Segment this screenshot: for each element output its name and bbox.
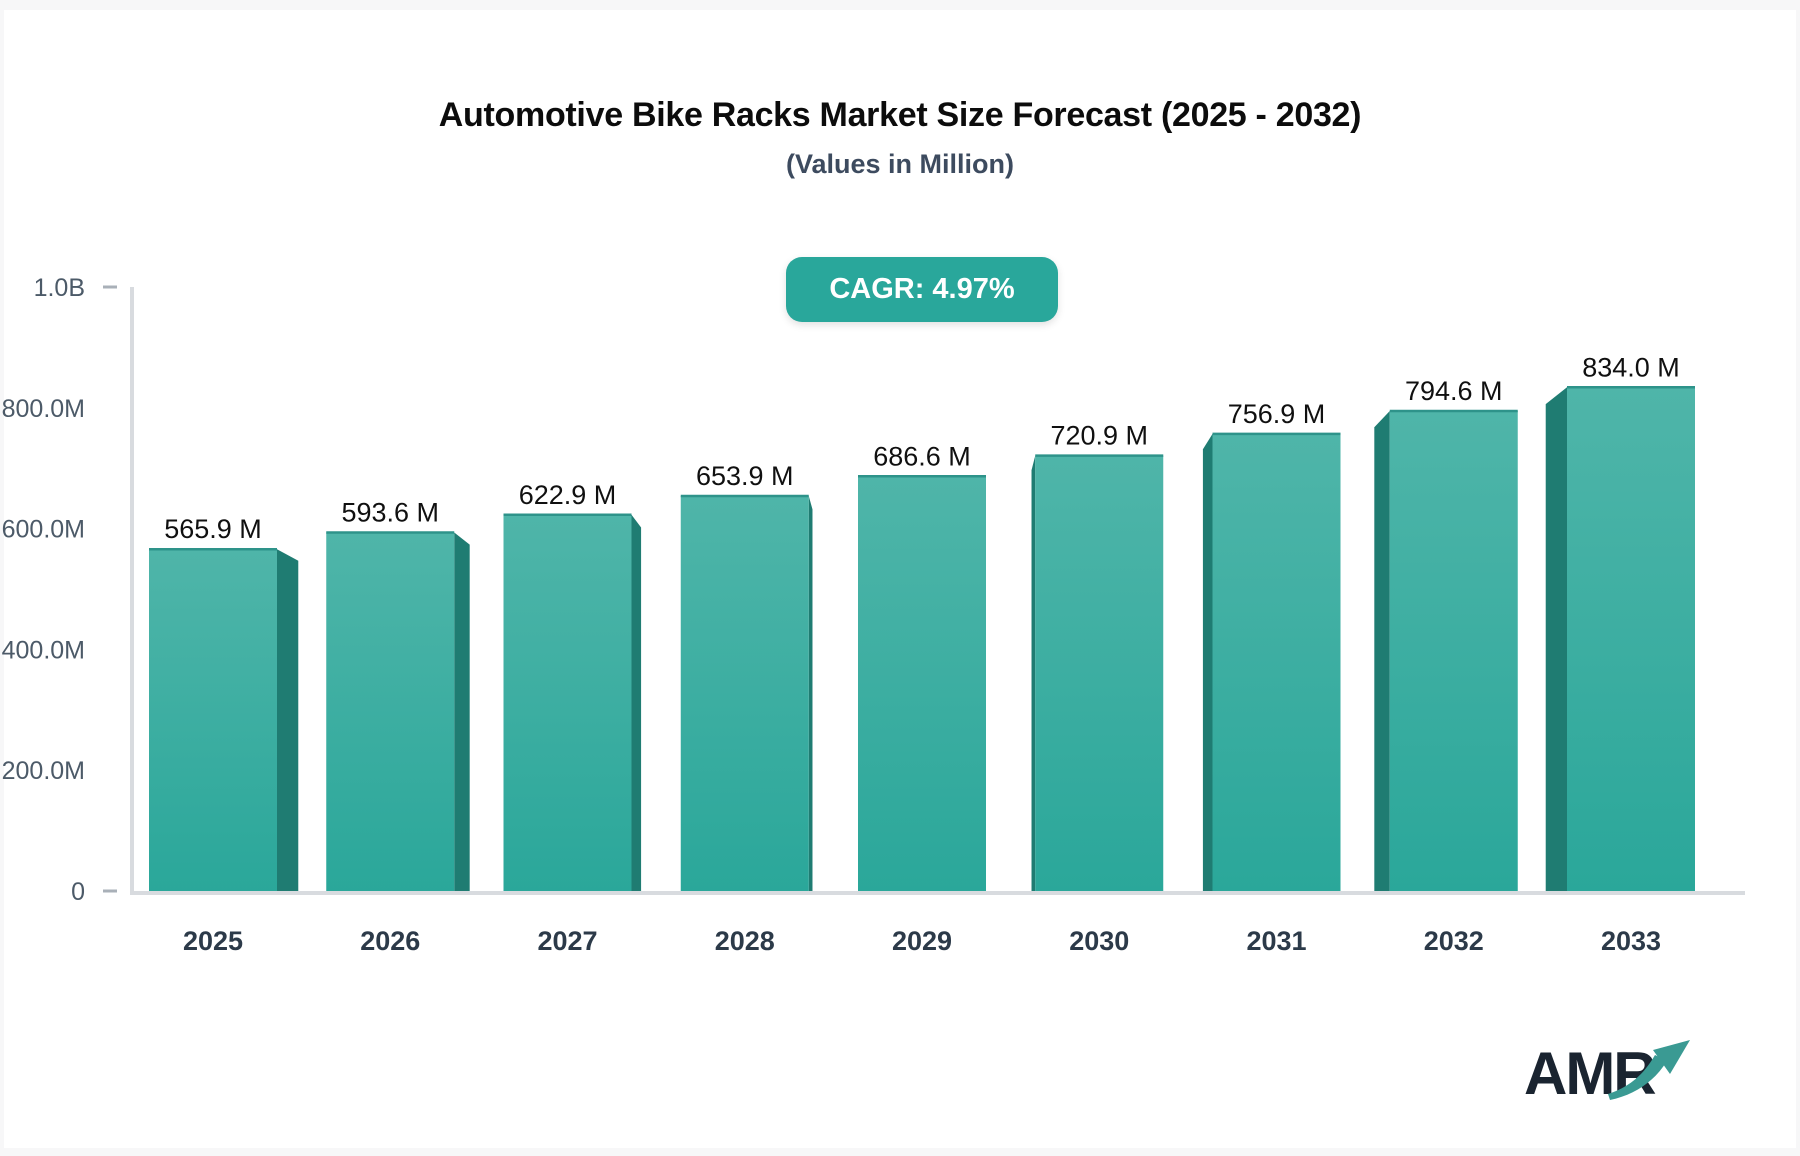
- bar-value-label: 834.0 M: [1582, 352, 1680, 382]
- bars-layer: [149, 386, 1695, 894]
- amr-logo-graphic: AMR: [1524, 1040, 1690, 1107]
- x-axis-label: 2029: [892, 926, 952, 956]
- bar-value-label: 720.9 M: [1050, 421, 1148, 451]
- y-axis-tick-label: 1.0B: [34, 274, 85, 302]
- bar-value-label: 622.9 M: [519, 480, 617, 510]
- bar-2030: [1035, 455, 1164, 894]
- amr-logo: AMR: [1522, 1030, 1714, 1126]
- y-axis-tick-label: 800.0M: [2, 395, 85, 423]
- bar-side-2028: [808, 496, 813, 893]
- growth-arrow-head-icon: [1653, 1040, 1690, 1074]
- bar-side-2033: [1545, 387, 1567, 893]
- bar-side-2032: [1374, 411, 1390, 893]
- bar-2031: [1212, 433, 1341, 894]
- bar-side-2031: [1202, 433, 1213, 893]
- chart-subtitle: (Values in Million): [785, 149, 1015, 179]
- bar-value-label: 794.6 M: [1405, 376, 1503, 406]
- bar-2025: [149, 549, 277, 894]
- chart-title: Automotive Bike Racks Market Size Foreca…: [438, 96, 1362, 134]
- bar-side-2027: [631, 514, 642, 893]
- x-axis-label: 2028: [715, 926, 775, 956]
- growth-arrow-icon: [1608, 1055, 1667, 1100]
- axis-layer: [103, 285, 1745, 895]
- bar-2032: [1389, 411, 1518, 894]
- bar-side-2025: [277, 549, 299, 893]
- bar-2028: [680, 496, 809, 894]
- y-axis-tick-label: 0: [71, 878, 85, 906]
- bar-value-label: 686.6 M: [873, 441, 971, 471]
- y-axis-tick-label: 200.0M: [2, 757, 85, 785]
- x-axis-label: 2025: [183, 926, 243, 956]
- y-axis-tick-label: 600.0M: [2, 516, 85, 544]
- bar-2029: [858, 476, 986, 894]
- y-axis-tick-label: 400.0M: [2, 636, 85, 664]
- labels-layer: 565.9 M 2025 593.6 M 2026 622.9 M 2027 653.9 M…: [2, 274, 1680, 956]
- bar-2033: [1567, 387, 1695, 894]
- x-axis-label: 2027: [537, 926, 597, 956]
- bar-value-label: 756.9 M: [1228, 399, 1326, 429]
- bar-side-2026: [454, 532, 470, 893]
- x-axis-label: 2026: [360, 926, 420, 956]
- x-axis-label: 2031: [1246, 926, 1306, 956]
- x-axis-label: 2033: [1601, 926, 1661, 956]
- bar-side-2030: [1031, 455, 1036, 893]
- logo-text: AMR: [1524, 1040, 1656, 1107]
- bar-value-label: 565.9 M: [164, 514, 262, 544]
- bar-value-label: 653.9 M: [696, 461, 794, 491]
- bar-2026: [326, 532, 455, 894]
- bar-value-label: 593.6 M: [341, 497, 439, 527]
- cagr-badge: CAGR: 4.97%: [786, 257, 1058, 322]
- x-axis-label: 2030: [1069, 926, 1129, 956]
- bar-2027: [503, 514, 632, 894]
- x-axis-label: 2032: [1424, 926, 1484, 956]
